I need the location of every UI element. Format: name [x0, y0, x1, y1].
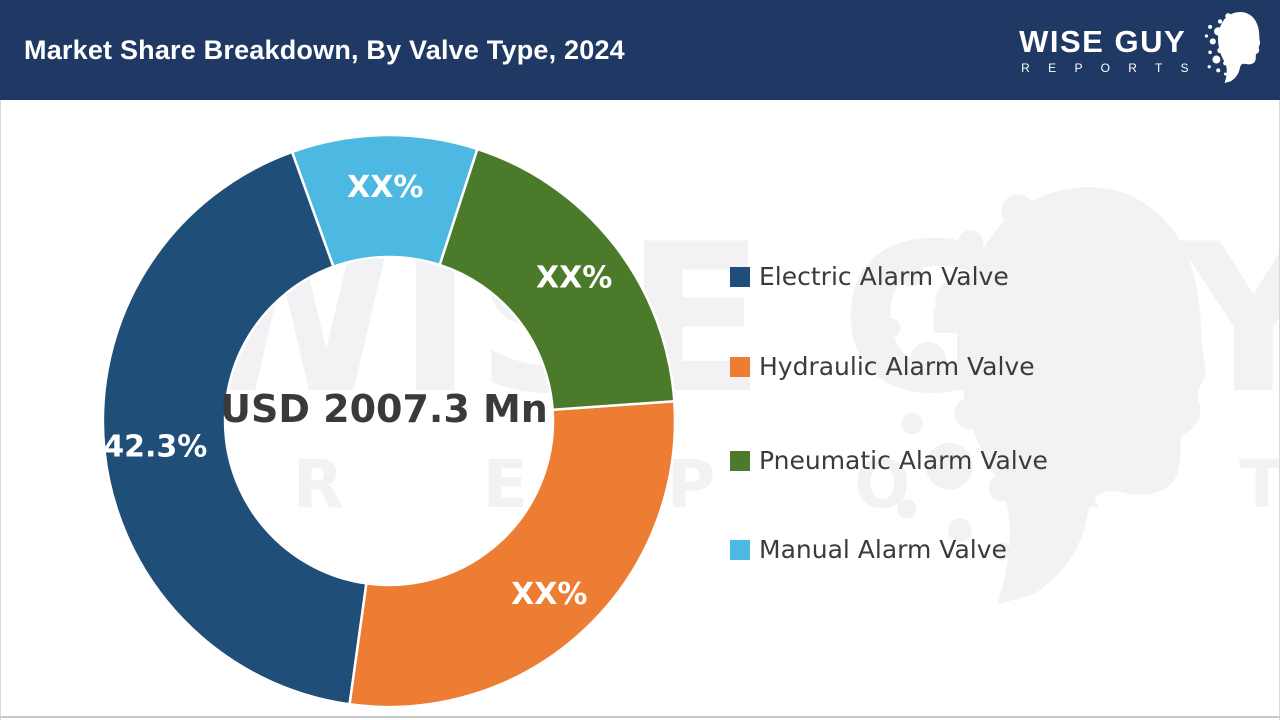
legend-label: Electric Alarm Valve: [759, 262, 1009, 291]
legend-swatch-pneumatic: [730, 450, 750, 471]
legend-swatch-hydraulic: [730, 356, 750, 377]
page-title: Market Share Breakdown, By Valve Type, 2…: [24, 34, 625, 65]
brand-logo: WISE GUY R E P O R T S: [1019, 7, 1262, 93]
legend-label: Pneumatic Alarm Valve: [759, 446, 1048, 475]
segment-value-label: XX%: [511, 577, 587, 612]
donut-center-value: USD 2007.3 Mn: [220, 387, 548, 431]
brand-name: WISE GUY: [1019, 23, 1187, 59]
segment-value-label: XX%: [347, 170, 423, 205]
donut-chart: XX% 42.3% XX% XX% USD 2007.3 Mn: [101, 133, 677, 709]
watermark-face-icon: [881, 187, 1206, 605]
segment-value-label: 42.3%: [103, 429, 207, 464]
legend-label: Manual Alarm Valve: [759, 535, 1007, 564]
legend-item-hydraulic: Hydraulic Alarm Valve: [730, 354, 1035, 379]
face-profile-icon: [1204, 11, 1261, 84]
header-bar: Market Share Breakdown, By Valve Type, 2…: [0, 0, 1280, 100]
segment-value-label: XX%: [536, 260, 612, 295]
donut-segment-hydraulic-alarm-valve: [348, 399, 677, 709]
donut-segment-pneumatic-alarm-valve: [438, 147, 676, 411]
legend-swatch-manual: [730, 539, 750, 560]
legend-swatch-electric: [730, 266, 750, 287]
legend-item-manual: Manual Alarm Valve: [730, 537, 1007, 562]
legend-item-electric: Electric Alarm Valve: [730, 264, 1009, 289]
brand-subtitle: R E P O R T S: [1021, 60, 1196, 75]
legend-item-pneumatic: Pneumatic Alarm Valve: [730, 448, 1048, 473]
bottom-border: [0, 716, 1280, 718]
legend-label: Hydraulic Alarm Valve: [759, 352, 1035, 381]
chart-area: WISE GUY R E P O R T S XX%42.3%XX%XX%USD…: [0, 100, 1280, 720]
donut-segment-electric-alarm-valve: [101, 150, 368, 706]
